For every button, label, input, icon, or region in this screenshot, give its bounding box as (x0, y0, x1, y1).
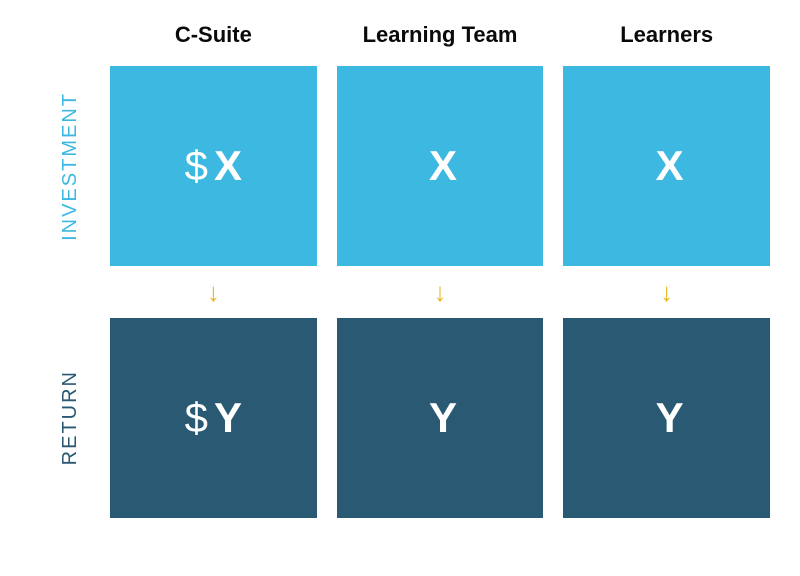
cell-return-learners: Y (563, 318, 770, 518)
arrow-row: ↓ ↓ ↓ (50, 266, 770, 318)
arrow-down-icon: ↓ (110, 279, 317, 305)
col-header-csuite: C-Suite (110, 22, 317, 48)
cell-investment-csuite: $X (110, 66, 317, 266)
arrow-down-icon: ↓ (337, 279, 544, 305)
row-investment: INVESTMENT $X X X (50, 66, 770, 266)
col-header-learners: Learners (563, 22, 770, 48)
row-label-investment: INVESTMENT (59, 92, 82, 241)
cell-return-learning-team: Y (337, 318, 544, 518)
cell-value: Y (214, 394, 242, 441)
cell-value: X (656, 142, 684, 189)
cell-investment-learners: X (563, 66, 770, 266)
cell-prefix: $ (185, 394, 208, 441)
cell-prefix: $ (185, 142, 208, 189)
roi-matrix: C-Suite Learning Team Learners INVESTMEN… (50, 22, 770, 518)
row-return: RETURN $Y Y Y (50, 318, 770, 518)
arrow-down-icon: ↓ (563, 279, 770, 305)
column-headers: C-Suite Learning Team Learners (50, 22, 770, 48)
col-header-learning-team: Learning Team (337, 22, 544, 48)
cell-value: X (429, 142, 457, 189)
cell-value: Y (656, 394, 684, 441)
cell-investment-learning-team: X (337, 66, 544, 266)
cell-value: Y (429, 394, 457, 441)
cell-value: X (214, 142, 242, 189)
cell-return-csuite: $Y (110, 318, 317, 518)
row-label-return: RETURN (59, 370, 82, 465)
